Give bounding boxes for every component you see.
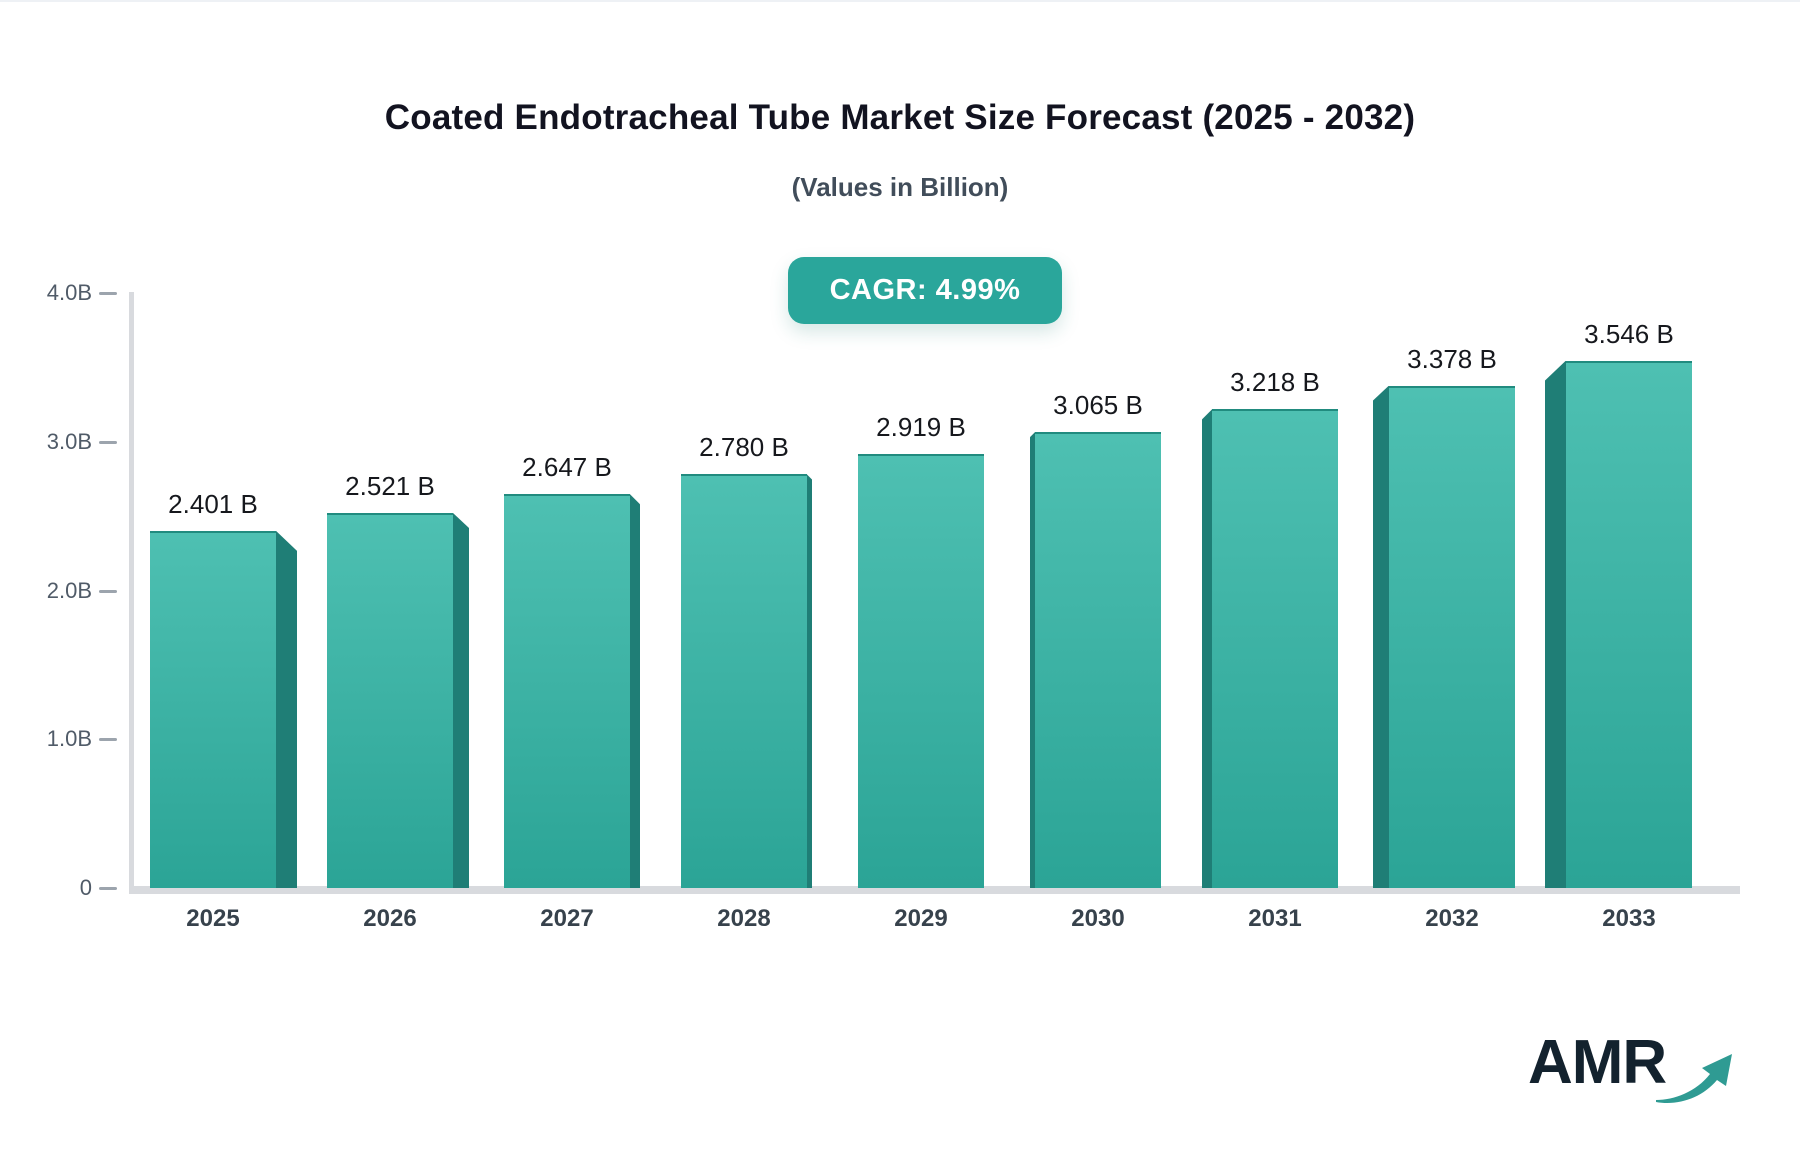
bar-value-label-2031: 3.218 B [1230,367,1320,398]
bar-value-label-2032: 3.378 B [1407,343,1497,374]
x-tick-label-2031: 2031 [1248,905,1302,932]
bar-side-2031 [1202,409,1212,888]
bar-side-2025 [276,530,297,888]
amr-logo: AMR [1528,1032,1738,1122]
x-tick-label-2033: 2033 [1602,905,1656,932]
bar-value-label-2028: 2.780 B [699,432,789,463]
bar-2029 [858,453,984,888]
y-tick-label: 0 [79,875,92,900]
bar-side-2030 [1030,432,1035,888]
x-axis-line [129,886,1740,894]
y-tick-label: 3.0B [46,428,92,454]
y-tick-dash [99,738,117,742]
amr-logo-text: AMR [1528,1028,1667,1097]
bar-2025 [150,530,276,888]
y-tick-label: 1.0B [46,726,92,752]
bar-2028 [681,474,807,888]
y-tick-label: 2.0B [46,577,92,603]
y-axis-line [129,292,134,888]
bar-2033 [1566,360,1692,888]
bar-2027 [504,494,630,888]
bar-value-label-2025: 2.401 B [168,488,258,519]
y-tick-label: 4.0B [46,280,92,305]
y-tick-dash [99,589,117,593]
bar-2026 [327,513,453,888]
cagr-badge: CAGR: 4.99% [788,257,1062,324]
trend-up-arrow-icon [1656,1054,1732,1104]
x-tick-label-2027: 2027 [540,905,594,932]
bar-side-2027 [630,494,640,888]
y-tick-dash [99,292,117,295]
cagr-badge-label: CAGR: 4.99% [829,274,1021,306]
bar-value-label-2029: 2.919 B [876,411,966,442]
bar-value-label-2030: 3.065 B [1053,390,1143,421]
bar-side-2033 [1545,360,1566,888]
bar-2031 [1212,409,1338,888]
chart-subtitle: (Values in Billion) [791,172,1009,202]
y-tick-dash [99,440,117,444]
y-tick-dash [99,887,117,890]
bar-2030 [1035,432,1161,888]
bar-side-2026 [453,513,469,888]
bar-side-2032 [1373,385,1389,888]
x-tick-label-2025: 2025 [186,905,240,932]
chart-title: Coated Endotracheal Tube Market Size For… [384,98,1416,137]
bar-value-label-2033: 3.546 B [1584,318,1674,349]
bar-2032 [1389,385,1515,888]
x-tick-label-2026: 2026 [363,905,417,932]
x-tick-label-2029: 2029 [894,905,948,932]
x-tick-label-2030: 2030 [1071,905,1125,932]
x-tick-label-2028: 2028 [717,905,771,932]
x-tick-label-2032: 2032 [1425,905,1479,932]
bar-side-2028 [807,474,812,888]
bar-value-label-2026: 2.521 B [345,471,435,501]
bar-value-label-2027: 2.647 B [522,452,612,483]
